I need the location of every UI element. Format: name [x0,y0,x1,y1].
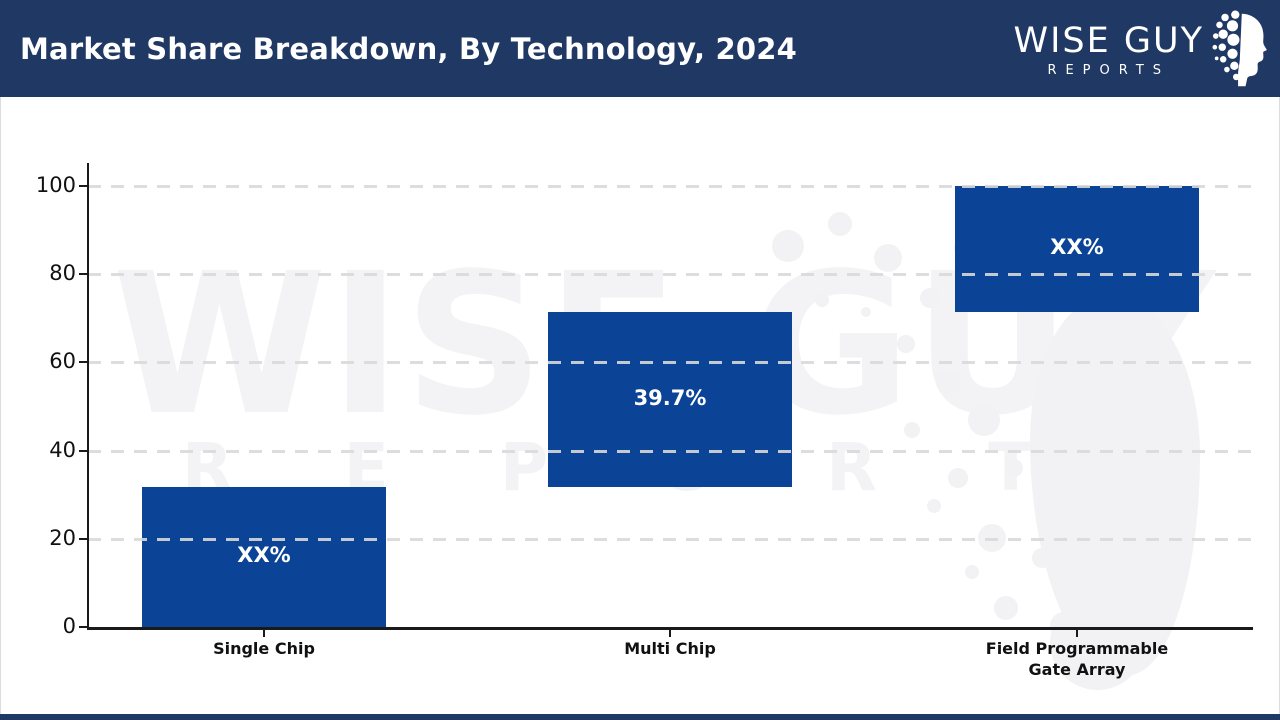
y-axis-tick [79,449,87,452]
watermark-dot [861,307,871,317]
gridline [88,537,1253,541]
y-tick-label: 40 [49,437,76,462]
watermark-dot [936,370,960,394]
x-axis-label: Field Programmable Gate Array [985,639,1169,679]
watermark-dot [897,335,915,353]
y-axis-tick [79,626,87,628]
bar: XX% [955,186,1199,312]
bar: 39.7% [548,312,792,488]
watermark-dot [815,293,829,307]
gridline [88,449,1253,453]
watermark-dot [1093,575,1111,593]
y-axis-tick [79,361,87,364]
bar-value-label: 39.7% [633,385,707,410]
watermark-dot [948,468,968,488]
bar-value-label: XX% [237,543,291,568]
logo-subtitle: REPORTS [1047,63,1171,78]
watermark-dot [965,565,979,579]
watermark-dot [1032,548,1052,568]
watermark-head-silhouette [1030,295,1200,675]
x-axis-line [87,627,1253,630]
bar-value-label: XX% [1050,234,1104,259]
y-axis-tick [79,185,87,187]
wiseguy-head-icon [1212,10,1267,87]
watermark-dot [927,499,941,513]
watermark-dot [920,288,940,308]
wiseguy-logo: WISE GUY REPORTS [1013,8,1268,92]
watermark-dot [1005,459,1023,477]
x-axis-tick [669,630,671,637]
y-axis-tick [79,273,87,276]
x-axis-label: Single Chip [213,639,315,658]
y-axis-tick [79,537,87,540]
y-tick-label: 100 [35,173,76,197]
footer-bar [0,714,1280,720]
watermark-dot [772,230,804,262]
logo-text: WISE GUY REPORTS [1013,22,1204,78]
y-tick-label: 60 [49,349,76,374]
x-axis-tick [263,630,265,637]
logo-wordmark: WISE GUY [1013,21,1204,61]
gridline [88,185,1253,188]
watermark-dot [968,404,1000,436]
x-axis-tick [1076,630,1078,637]
watermark-dot [1050,612,1078,640]
y-axis-line [87,163,89,630]
y-tick-label: 0 [62,614,76,638]
y-tick-label: 80 [49,261,76,286]
watermark-dot [874,244,902,272]
x-axis-label: Multi Chip [624,639,716,658]
page-title: Market Share Breakdown, By Technology, 2… [20,31,798,66]
header-bar: Market Share Breakdown, By Technology, 2… [0,0,1280,97]
bar: XX% [142,487,386,627]
gridline [88,273,1253,277]
watermark-dot [904,422,920,438]
watermark-dot [994,596,1018,620]
watermark-dot [828,212,852,236]
y-tick-label: 20 [49,525,76,550]
gridline [88,361,1253,365]
